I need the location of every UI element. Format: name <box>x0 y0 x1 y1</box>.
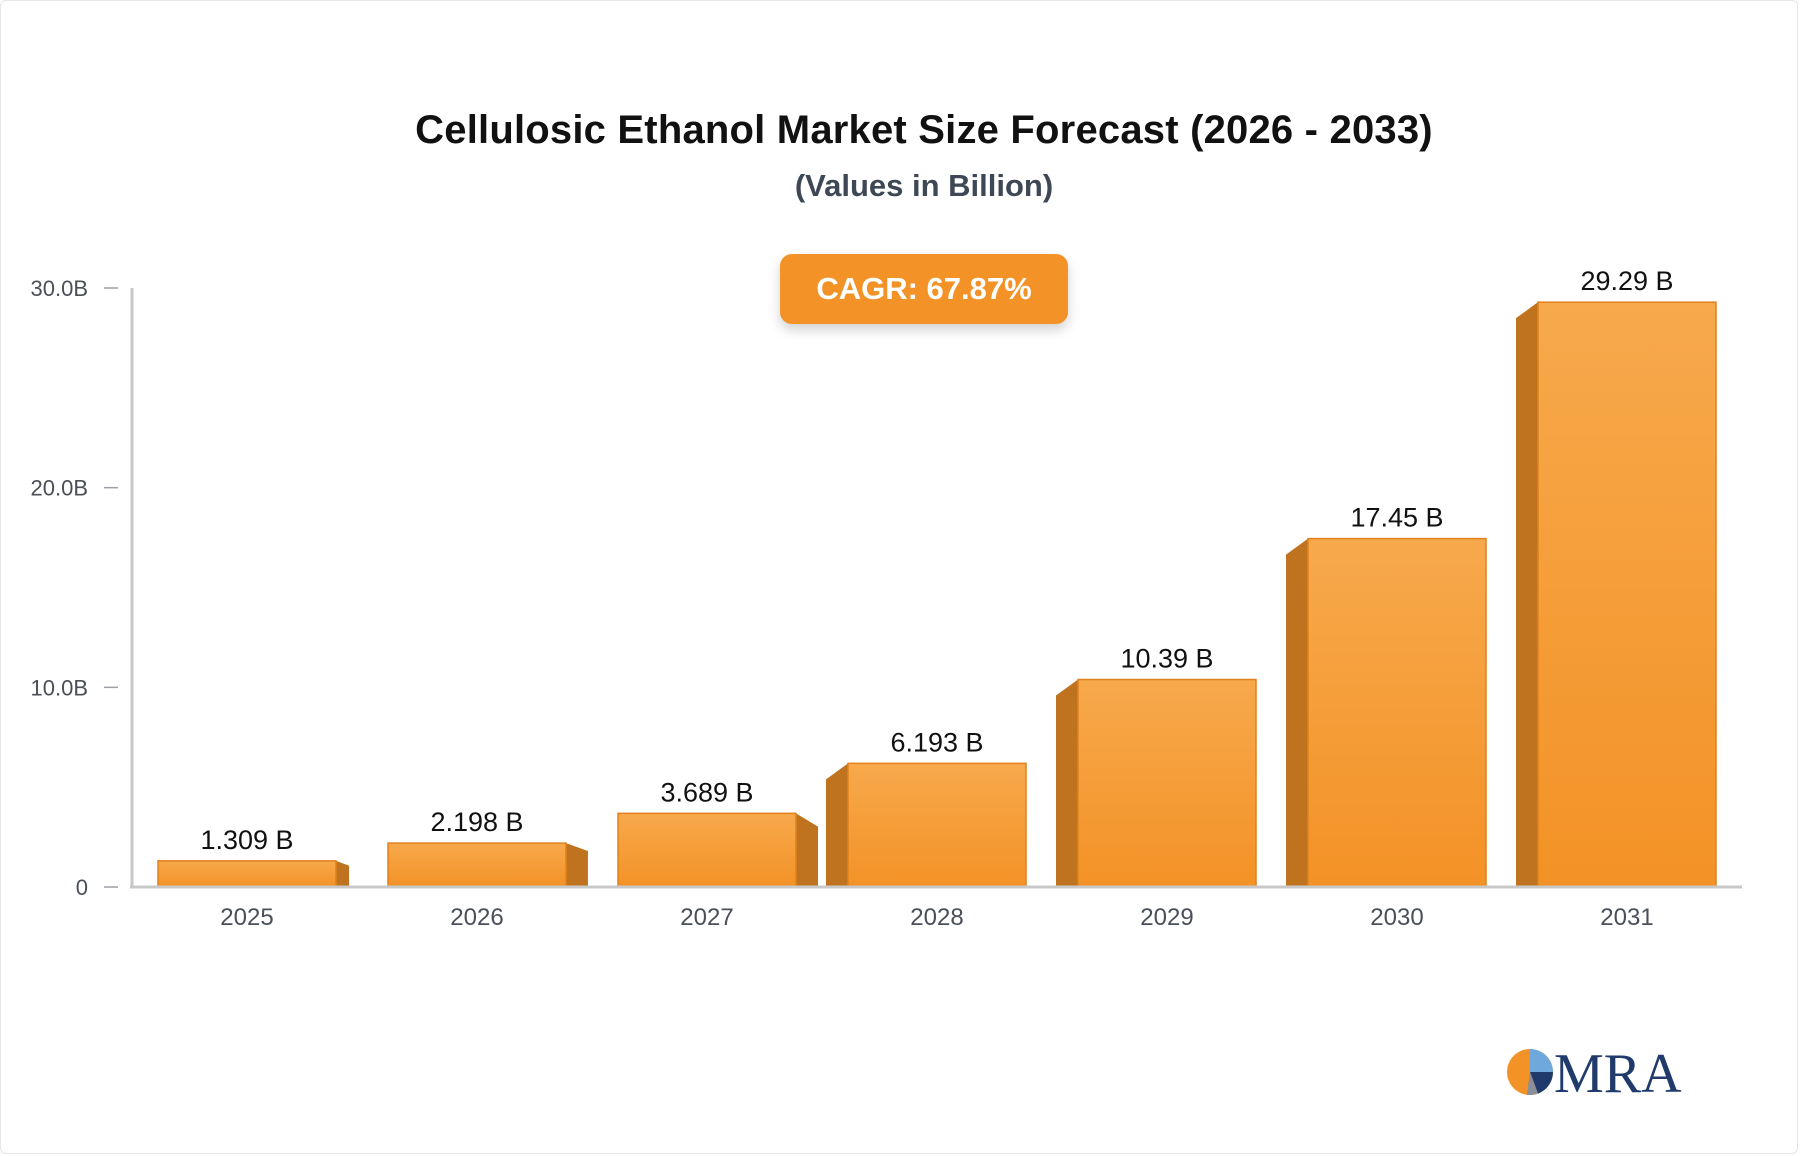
bar-side <box>796 813 818 887</box>
logo-segment-navy <box>1530 1072 1553 1094</box>
bar-value-label: 1.309 B <box>200 825 293 855</box>
x-tick-label: 2029 <box>1140 904 1193 931</box>
bar-value-label: 29.29 B <box>1580 266 1673 296</box>
y-tick-label: 0 <box>76 875 88 900</box>
bar-2028 <box>847 762 1027 888</box>
logo-text: MRA <box>1554 1043 1682 1100</box>
bar-2027 <box>617 812 797 888</box>
bar-side <box>1056 679 1078 887</box>
mra-logo: MRA <box>1507 1043 1682 1100</box>
bar-side <box>1286 538 1308 887</box>
x-tick-label: 2025 <box>220 904 273 931</box>
y-tick-label: 20.0B <box>31 476 89 501</box>
bar-value-label: 10.39 B <box>1120 644 1213 674</box>
y-tick-label: 30.0B <box>31 276 89 301</box>
bar-value-label: 6.193 B <box>890 727 983 757</box>
bar-value-label: 2.198 B <box>430 807 523 837</box>
cagr-badge: CAGR: 67.87% <box>780 254 1068 324</box>
x-tick-label: 2026 <box>450 904 503 931</box>
x-tick-label: 2030 <box>1370 904 1423 931</box>
bar-2025 <box>157 860 337 888</box>
y-tick-label: 10.0B <box>31 675 89 700</box>
logo-segment-grey <box>1527 1072 1538 1096</box>
bar-side <box>336 860 350 887</box>
bar-value-label: 3.689 B <box>660 777 753 807</box>
bar-value-label: 17.45 B <box>1350 503 1443 533</box>
bar-side <box>826 763 848 887</box>
bar-2030 <box>1307 537 1487 888</box>
x-tick-label: 2028 <box>910 904 963 931</box>
x-tick-label: 2031 <box>1600 904 1653 931</box>
logo-segment-blue <box>1530 1049 1553 1072</box>
chart-subtitle: (Values in Billion) <box>794 168 1054 203</box>
bar-side <box>566 843 588 887</box>
bar-2029 <box>1077 678 1257 888</box>
chart-title: Cellulosic Ethanol Market Size Forecast … <box>415 108 1433 152</box>
bar-2026 <box>387 842 567 888</box>
x-tick-label: 2027 <box>680 904 733 931</box>
bar-side <box>1516 302 1538 887</box>
bar-2031 <box>1537 301 1717 888</box>
